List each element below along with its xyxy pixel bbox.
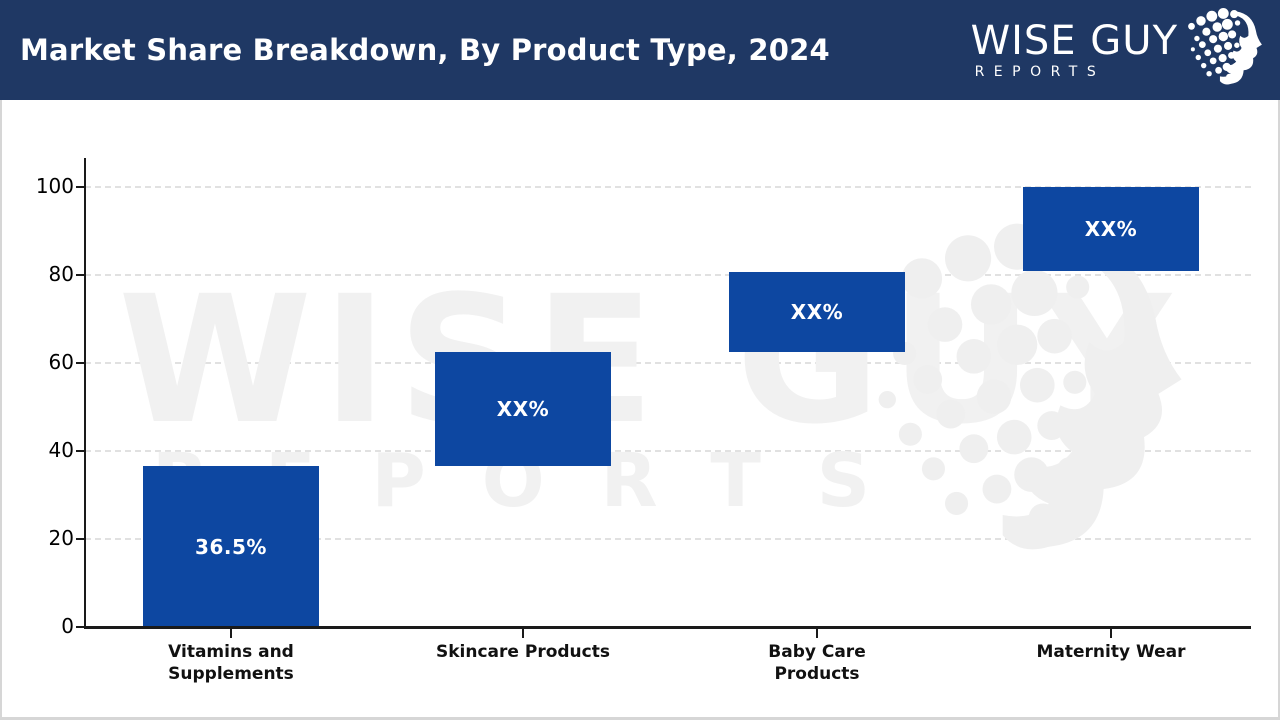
y-axis-tick bbox=[76, 185, 84, 188]
y-gridline bbox=[85, 185, 1251, 188]
bar-value-label: 36.5% bbox=[195, 534, 267, 559]
y-axis-tick bbox=[76, 361, 84, 364]
y-tick-label: 0 bbox=[61, 614, 74, 638]
logo-line2: REPORTS bbox=[974, 63, 1106, 80]
watermark-text-line1: WISE GUY bbox=[118, 258, 1181, 463]
y-gridline bbox=[85, 361, 1251, 364]
waterfall-bar: 36.5% bbox=[143, 466, 319, 627]
chart-title: Market Share Breakdown, By Product Type,… bbox=[20, 33, 830, 67]
dotted-head-icon bbox=[1188, 8, 1262, 85]
y-axis-tick bbox=[76, 449, 84, 452]
x-axis-category-label: Maternity Wear bbox=[1036, 642, 1186, 662]
logo-line1: WISE GUY bbox=[970, 17, 1178, 64]
x-axis-tick bbox=[1110, 629, 1112, 638]
bar-value-label: XX% bbox=[790, 300, 844, 325]
waterfall-bar: XX% bbox=[1023, 186, 1199, 272]
page-border-bottom bbox=[0, 717, 1280, 720]
page-border-left bbox=[0, 100, 2, 720]
x-axis-category-label: Baby Care Products bbox=[768, 642, 866, 685]
x-axis-line bbox=[84, 626, 1251, 629]
y-axis-tick bbox=[76, 273, 84, 276]
y-axis-tick bbox=[76, 626, 84, 628]
y-axis-line bbox=[84, 158, 86, 628]
x-axis-tick bbox=[522, 629, 524, 638]
y-axis-tick bbox=[76, 537, 84, 540]
waterfall-bar: XX% bbox=[729, 271, 905, 353]
y-tick-label: 100 bbox=[35, 173, 74, 198]
bar-value-label: XX% bbox=[1084, 216, 1138, 241]
header-bar: Market Share Breakdown, By Product Type,… bbox=[0, 0, 1280, 100]
x-axis-tick bbox=[230, 629, 232, 638]
y-tick-label: 20 bbox=[48, 525, 74, 550]
page-border-right bbox=[1278, 100, 1280, 720]
wise-guy-reports-logo: WISE GUY REPORTS bbox=[971, 6, 1280, 94]
x-axis-category-label: Vitamins and Supplements bbox=[168, 642, 294, 685]
x-axis-tick bbox=[816, 629, 818, 638]
waterfall-bar: XX% bbox=[435, 352, 611, 467]
y-gridline bbox=[85, 273, 1251, 276]
y-tick-label: 80 bbox=[48, 261, 74, 286]
y-gridline bbox=[85, 537, 1251, 540]
y-tick-label: 40 bbox=[48, 437, 74, 462]
x-axis-category-label: Skincare Products bbox=[436, 642, 610, 662]
bar-value-label: XX% bbox=[496, 397, 550, 422]
logo-wordmark: WISE GUY REPORTS bbox=[971, 21, 1178, 80]
y-tick-label: 60 bbox=[48, 349, 74, 374]
y-gridline bbox=[85, 449, 1251, 452]
